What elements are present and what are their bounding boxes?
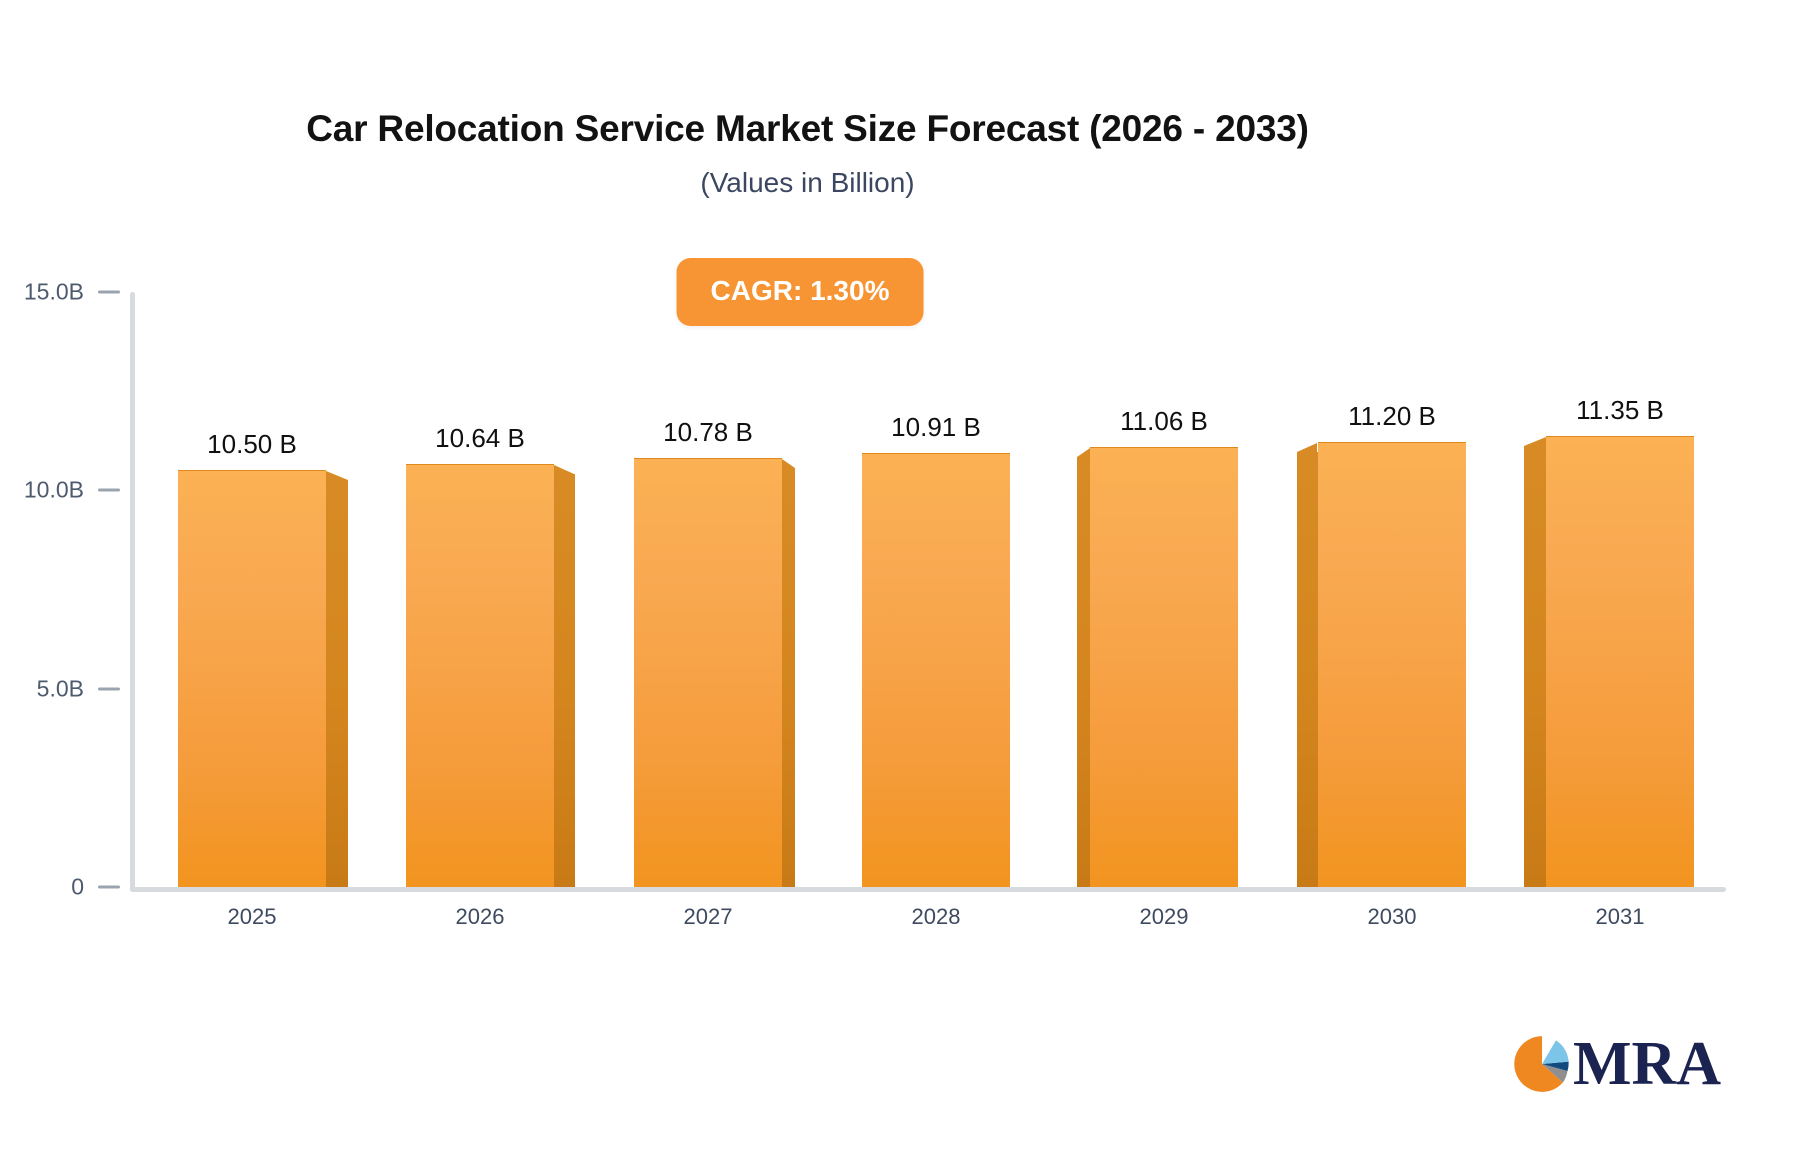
bar-side-face — [326, 479, 348, 887]
chart-subtitle: (Values in Billion) — [700, 167, 915, 198]
bar-top-face — [1076, 448, 1090, 458]
bar-top-face — [1297, 442, 1318, 452]
bar-value-label: 11.20 B — [1348, 400, 1436, 431]
bar-value-label: 10.64 B — [435, 422, 525, 453]
bar-value-label: 11.06 B — [1120, 406, 1208, 437]
bar-side-face — [782, 468, 796, 887]
mra-logo: MRA — [1513, 1030, 1722, 1098]
x-axis-tick-label: 2028 — [911, 904, 961, 929]
x-axis-line — [130, 887, 1726, 892]
y-axis-tick-mark — [98, 885, 120, 889]
bar-front-face — [1318, 441, 1466, 887]
logo-text: MRA — [1573, 1030, 1722, 1098]
x-axis-tick-label: 2030 — [1367, 904, 1417, 929]
bar-side-face — [1524, 445, 1546, 887]
bar-front-face — [1090, 447, 1238, 887]
bar-value-label: 10.91 B — [891, 412, 981, 443]
bar-top-face — [326, 470, 348, 480]
y-axis-line — [130, 292, 135, 892]
y-axis-tick: 15.0B — [0, 279, 130, 306]
y-axis-tick: 5.0B — [0, 675, 130, 702]
y-axis-tick: 10.0B — [0, 477, 130, 504]
y-axis-tick-label: 10.0B — [23, 476, 84, 503]
bar-value-label: 10.50 B — [207, 428, 297, 459]
y-axis-tick: 0 — [0, 874, 130, 901]
bar-front-face — [1546, 435, 1694, 887]
x-axis-tick-label: 2026 — [455, 904, 505, 929]
cagr-badge: CAGR: 1.30% — [676, 258, 924, 326]
plot-area: 15.0B 10.0B 5.0B 0 10.50 B 10.64 B 10.78 B 10.… — [24, 279, 1726, 929]
bar-front-face — [862, 453, 1010, 887]
y-axis-tick-mark — [98, 687, 120, 691]
y-axis-tick-label: 5.0B — [36, 675, 84, 702]
x-axis-tick-label: 2031 — [1595, 904, 1645, 929]
bar-side-face — [1297, 451, 1318, 887]
bar-front-face — [178, 469, 326, 887]
bar-top-face — [554, 464, 574, 474]
x-axis-tick-label: 2027 — [683, 904, 733, 929]
y-axis-tick-label: 0 — [71, 873, 84, 900]
bar-value-label: 11.35 B — [1576, 394, 1664, 425]
bar-top-face — [1524, 436, 1546, 446]
bar-front-face — [406, 463, 554, 887]
bar-side-face — [554, 473, 575, 887]
y-axis-tick-mark — [98, 290, 120, 294]
x-axis-tick-label: 2029 — [1139, 904, 1189, 929]
bar-value-label: 10.78 B — [663, 417, 753, 448]
y-axis-tick-mark — [98, 488, 120, 492]
chart-title: Car Relocation Service Market Size Forec… — [306, 108, 1309, 149]
pie-chart-icon — [1513, 1035, 1571, 1093]
bar-side-face — [1076, 457, 1090, 887]
bar-top-face — [782, 459, 795, 469]
x-axis-tick-label: 2025 — [227, 904, 277, 929]
y-axis-tick-label: 15.0B — [23, 278, 84, 305]
bar-front-face — [634, 458, 782, 887]
